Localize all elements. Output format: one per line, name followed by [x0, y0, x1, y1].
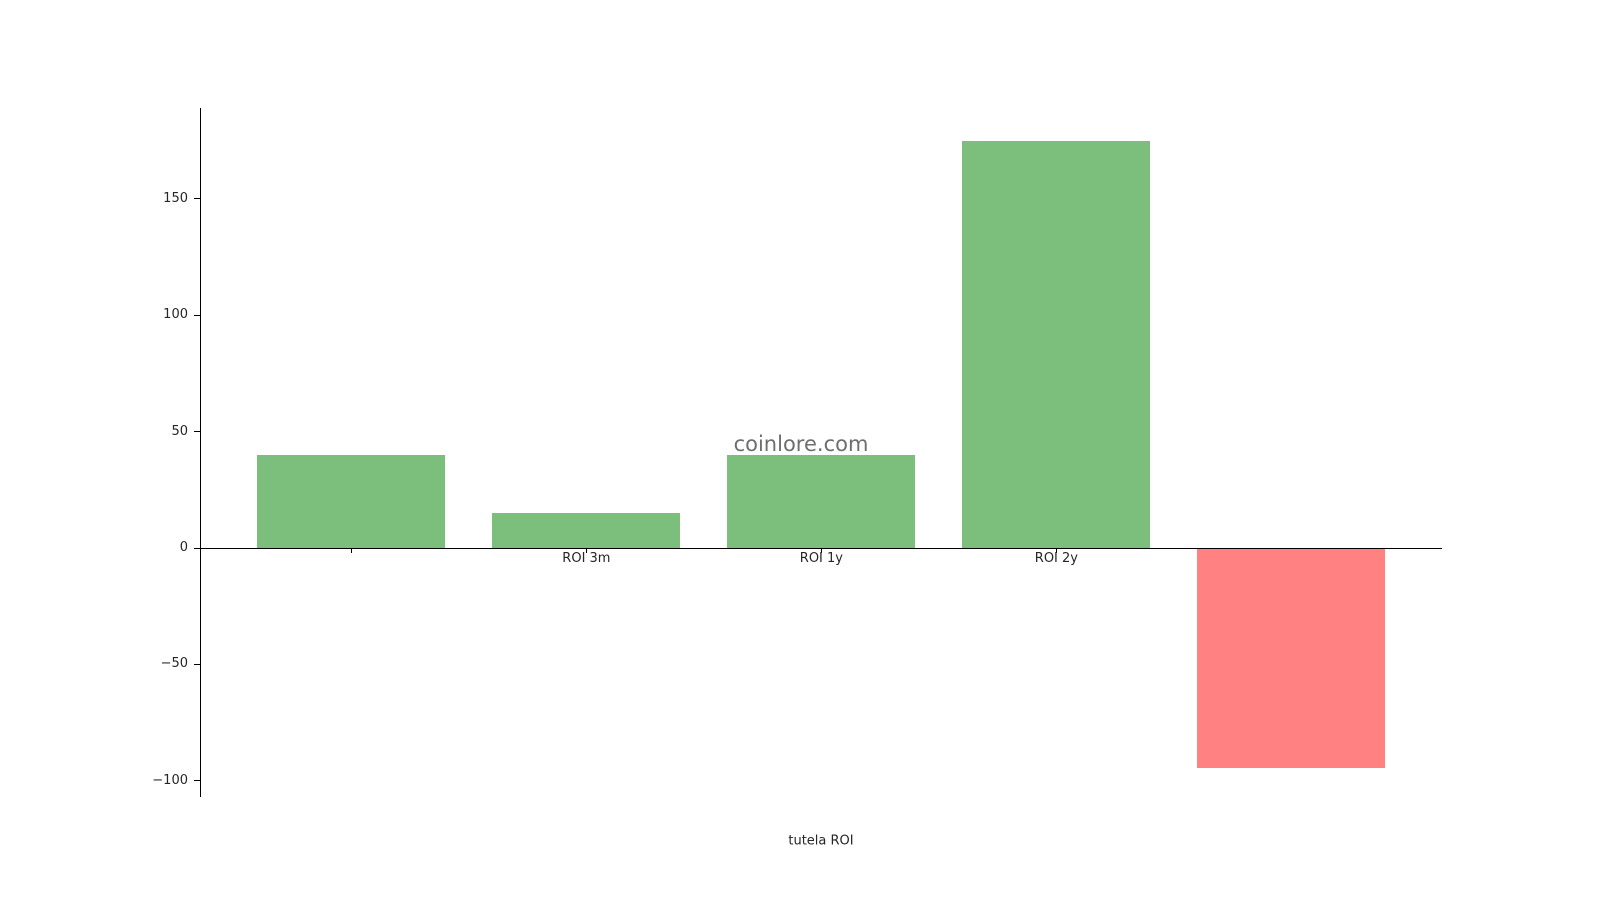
y-axis-line	[200, 108, 201, 797]
x-tick-label: ROI 3m	[562, 551, 611, 566]
y-tick-label: −50	[160, 656, 188, 672]
x-axis-title: tutela ROI	[788, 833, 854, 849]
bar-unlabeled-4	[1197, 549, 1386, 768]
x-tick-mark	[821, 548, 823, 553]
watermark: coinlore.com	[733, 432, 869, 456]
x-tick-label: ROI 2y	[1034, 551, 1078, 566]
x-tick-mark	[586, 548, 588, 553]
y-tick-mark	[194, 198, 200, 200]
y-tick-label: 0	[179, 540, 188, 555]
x-tick-label: ROI 1y	[799, 551, 843, 566]
y-tick-label: 150	[163, 190, 188, 206]
x-tick-mark	[351, 548, 353, 553]
bar-roi-3m	[492, 513, 681, 548]
y-tick-mark	[194, 314, 200, 316]
y-tick-label: −100	[152, 772, 188, 788]
bar-unlabeled-0	[257, 454, 446, 548]
bar-roi-2y	[962, 140, 1151, 548]
y-tick-label: 100	[163, 307, 188, 323]
y-tick-mark	[194, 547, 200, 549]
bar-roi-1y	[727, 454, 916, 548]
y-tick-label: 50	[171, 423, 188, 439]
x-tick-mark	[1056, 548, 1058, 553]
y-tick-mark	[194, 780, 200, 782]
y-tick-mark	[194, 663, 200, 665]
y-tick-mark	[194, 431, 200, 433]
x-axis-zero-line	[201, 548, 1442, 549]
